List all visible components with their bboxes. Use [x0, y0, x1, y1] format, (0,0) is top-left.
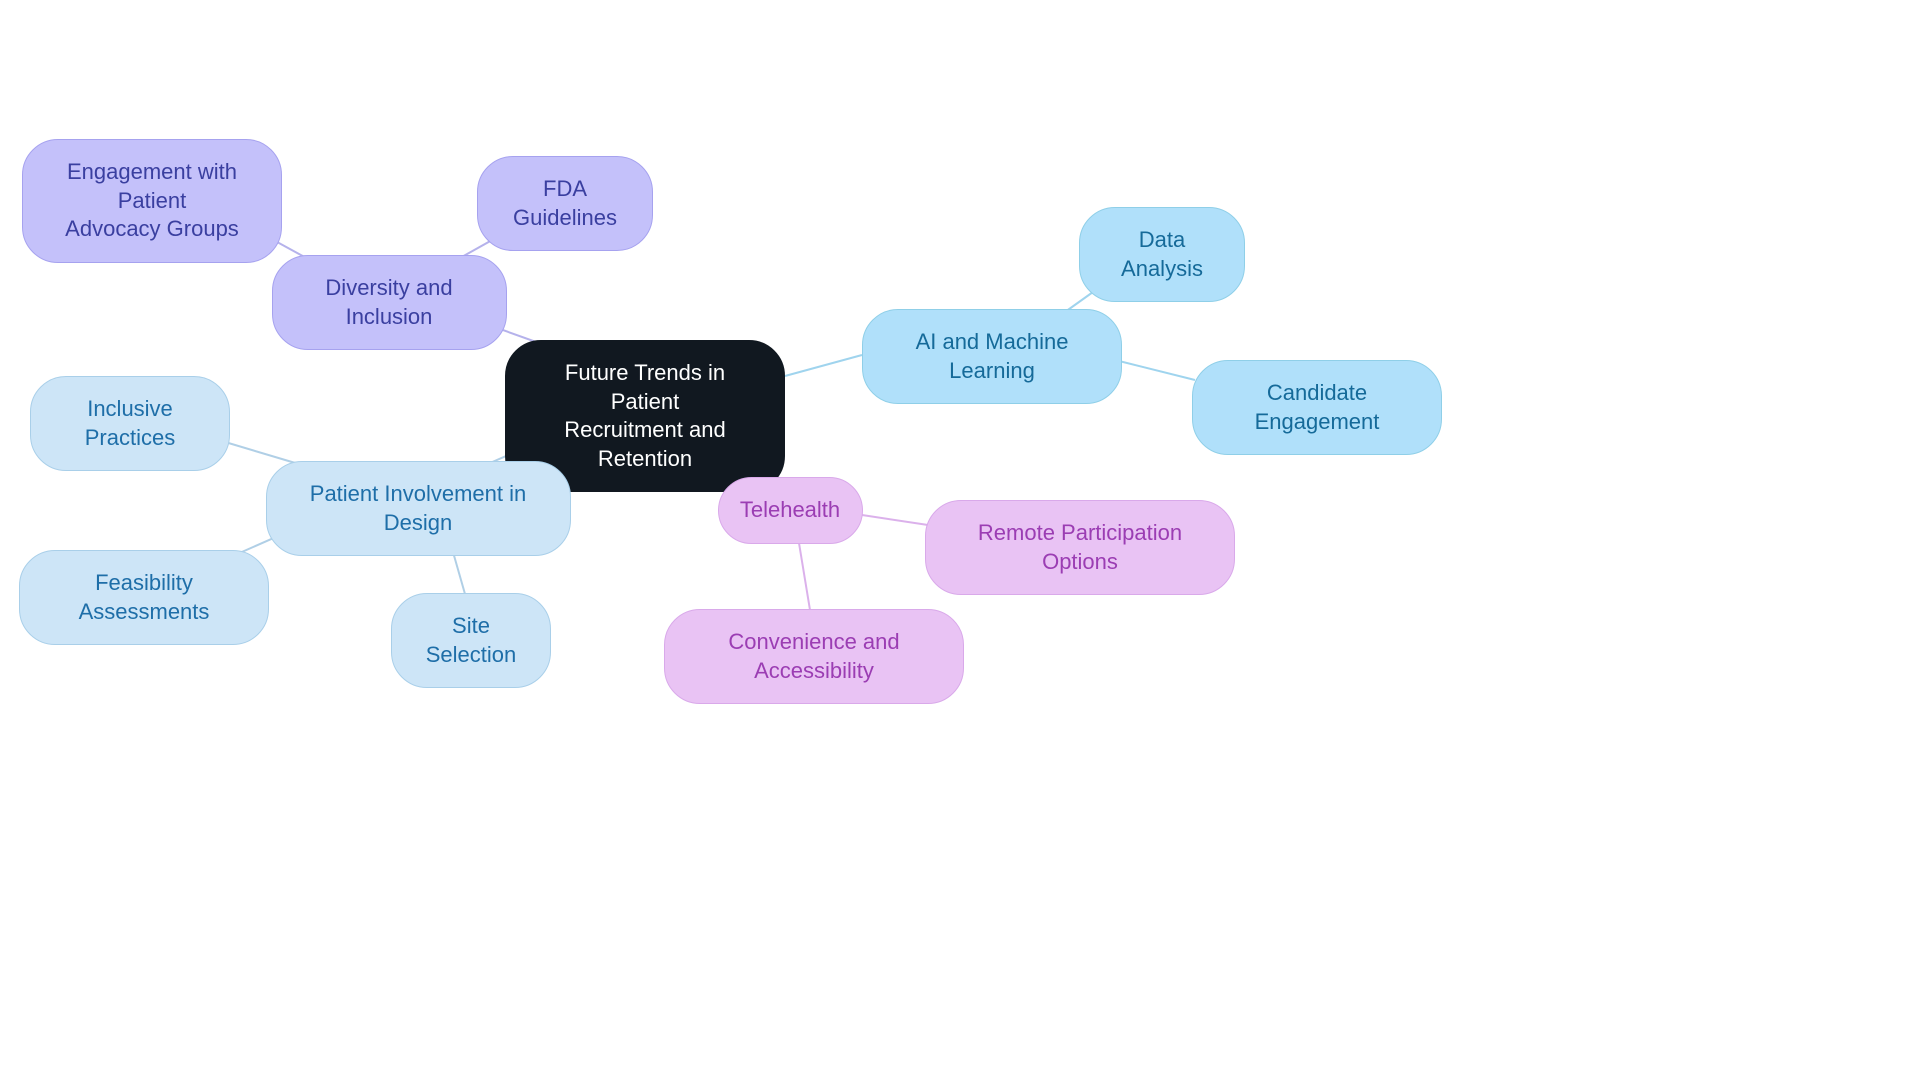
node-ai: AI and Machine Learning — [862, 309, 1122, 404]
edge-root-ai — [785, 355, 862, 376]
node-tele: Telehealth — [718, 477, 863, 544]
node-label: Site Selection — [420, 612, 522, 669]
node-label: Data Analysis — [1108, 226, 1216, 283]
node-convenience: Convenience and Accessibility — [664, 609, 964, 704]
node-advocacy: Engagement with Patient Advocacy Groups — [22, 139, 282, 263]
node-label: Future Trends in Patient Recruitment and… — [534, 359, 756, 473]
node-involve: Patient Involvement in Design — [266, 461, 571, 556]
edge-tele-remote — [862, 515, 928, 525]
node-label: Telehealth — [740, 496, 840, 525]
node-label: Diversity and Inclusion — [301, 274, 478, 331]
node-label: FDA Guidelines — [506, 175, 624, 232]
node-site: Site Selection — [391, 593, 551, 688]
node-label: Inclusive Practices — [59, 395, 201, 452]
node-fda: FDA Guidelines — [477, 156, 653, 251]
node-remote: Remote Participation Options — [925, 500, 1235, 595]
edge-ai-candidate — [1115, 360, 1195, 380]
node-feasibility: Feasibility Assessments — [19, 550, 269, 645]
node-label: Remote Participation Options — [954, 519, 1206, 576]
node-label: Feasibility Assessments — [48, 569, 240, 626]
node-data: Data Analysis — [1079, 207, 1245, 302]
node-label: Engagement with Patient Advocacy Groups — [51, 158, 253, 244]
node-label: Candidate Engagement — [1221, 379, 1413, 436]
node-label: Patient Involvement in Design — [295, 480, 542, 537]
node-candidate: Candidate Engagement — [1192, 360, 1442, 455]
edge-tele-convenience — [798, 537, 810, 610]
node-inclusive: Inclusive Practices — [30, 376, 230, 471]
node-label: AI and Machine Learning — [891, 328, 1093, 385]
node-label: Convenience and Accessibility — [693, 628, 935, 685]
node-diversity: Diversity and Inclusion — [272, 255, 507, 350]
